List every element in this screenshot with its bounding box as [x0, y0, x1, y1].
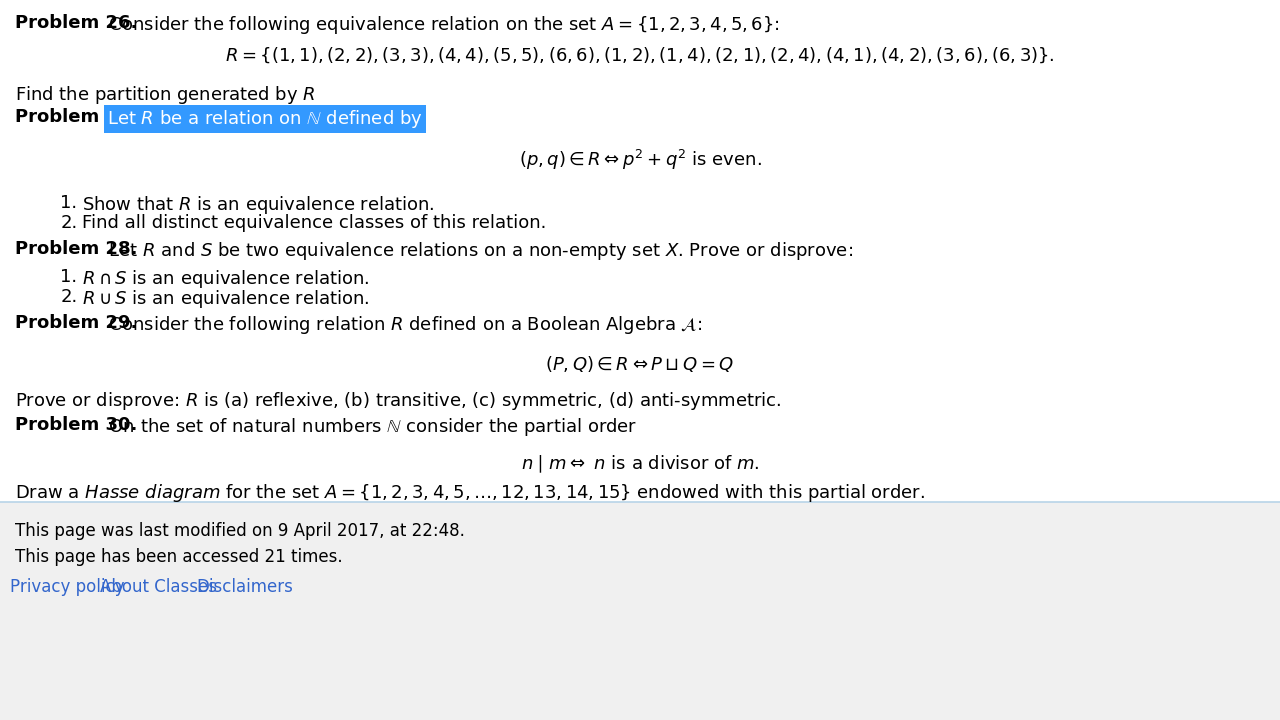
Text: Prove or disprove: $\mathit{R}$ is (a) reflexive, (b) transitive, (c) symmetric,: Prove or disprove: $\mathit{R}$ is (a) r… [15, 390, 782, 412]
Text: 2.: 2. [60, 214, 78, 232]
Text: $R = \{(1,1),(2,2),(3,3),(4,4),(5,5),(6,6),(1,2),(1,4),(2,1),(2,4),(4,1),(4,2),(: $R = \{(1,1),(2,2),(3,3),(4,4),(5,5),(6,… [225, 45, 1055, 65]
Text: Problem 29.: Problem 29. [15, 314, 138, 332]
Text: Problem 28.: Problem 28. [15, 240, 138, 258]
Text: On the set of natural numbers $\mathbb{N}$ consider the partial order: On the set of natural numbers $\mathbb{N… [104, 416, 637, 438]
Text: Find the partition generated by $R$: Find the partition generated by $R$ [15, 84, 316, 106]
Text: $\mathit{R}\cup\mathit{S}$ is an equivalence relation.: $\mathit{R}\cup\mathit{S}$ is an equival… [82, 288, 370, 310]
Text: Let $\mathit{R}$ be a relation on $\mathbb{N}$ defined by: Let $\mathit{R}$ be a relation on $\math… [108, 108, 424, 130]
Text: 1.: 1. [60, 268, 78, 286]
Text: Find all distinct equivalence classes of this relation.: Find all distinct equivalence classes of… [82, 214, 547, 232]
Text: $\mathit{R}\cap\mathit{S}$ is an equivalence relation.: $\mathit{R}\cap\mathit{S}$ is an equival… [82, 268, 370, 290]
Text: This page was last modified on 9 April 2017, at 22:48.: This page was last modified on 9 April 2… [15, 522, 465, 540]
Text: 1.: 1. [60, 194, 78, 212]
Text: $(p,q) \in R \Leftrightarrow p^2+q^2$ is even.: $(p,q) \in R \Leftrightarrow p^2+q^2$ is… [518, 148, 762, 172]
Text: Consider the following relation $\mathit{R}$ defined on a Boolean Algebra $\math: Consider the following relation $\mathit… [104, 314, 703, 336]
Bar [0, 502, 1280, 720]
Text: $n \mid m \Leftrightarrow$ $n$ is a divisor of $m$.: $n \mid m \Leftrightarrow$ $n$ is a divi… [521, 454, 759, 475]
Text: Show that $\mathit{R}$ is an equivalence relation.: Show that $\mathit{R}$ is an equivalence… [82, 194, 435, 216]
Text: Privacy policy: Privacy policy [10, 578, 124, 596]
Text: Problem 26.: Problem 26. [15, 14, 138, 32]
Text: About Classes: About Classes [100, 578, 218, 596]
Text: This page has been accessed 21 times.: This page has been accessed 21 times. [15, 548, 343, 566]
Text: Consider the following equivalence relation on the set $A = \{1, 2, 3, 4, 5, 6\}: Consider the following equivalence relat… [104, 14, 781, 36]
Text: $(P,Q) \in R \Leftrightarrow P\sqcup Q = Q$: $(P,Q) \in R \Leftrightarrow P\sqcup Q =… [545, 354, 735, 374]
Text: Disclaimers: Disclaimers [196, 578, 293, 596]
Text: Draw a $\mathit{Hasse\ diagram}$ for the set $A = \{1, 2, 3, 4, 5, \ldots, 12, 1: Draw a $\mathit{Hasse\ diagram}$ for the… [15, 482, 925, 504]
Text: Problem 30.: Problem 30. [15, 416, 138, 434]
Text: Problem 27.: Problem 27. [15, 108, 138, 126]
Text: Let $\mathit{R}$ and $\mathit{S}$ be two equivalence relations on a non-empty se: Let $\mathit{R}$ and $\mathit{S}$ be two… [104, 240, 854, 262]
Text: 2.: 2. [60, 288, 78, 306]
